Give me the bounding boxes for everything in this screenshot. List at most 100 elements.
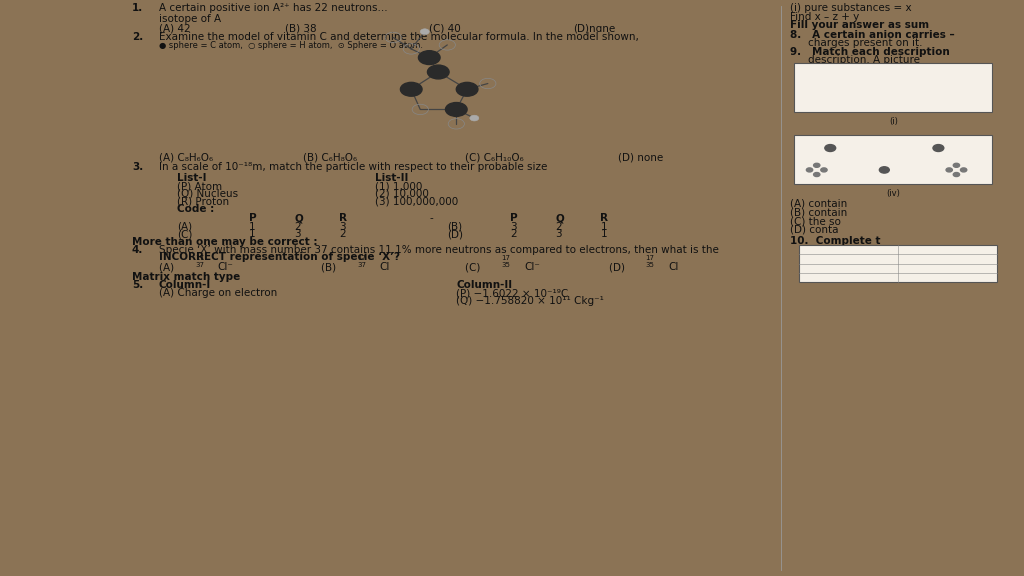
Text: (B): (B)	[447, 222, 463, 232]
Text: List-I: List-I	[177, 173, 207, 183]
Text: Code :: Code :	[177, 204, 214, 214]
Text: 2: 2	[510, 229, 517, 239]
Text: Q: Q	[294, 213, 303, 223]
Text: (1) 1,000: (1) 1,000	[375, 181, 423, 191]
Circle shape	[946, 168, 952, 172]
Text: (i) pure substances = x: (i) pure substances = x	[790, 3, 911, 13]
Circle shape	[470, 115, 479, 121]
Text: (A): (A)	[159, 262, 177, 272]
Text: (R) Proton: (R) Proton	[177, 196, 229, 206]
Text: List-II: List-II	[375, 173, 409, 183]
Text: (D) none: (D) none	[618, 153, 664, 162]
Circle shape	[420, 29, 429, 35]
Text: 9.   Match each description: 9. Match each description	[790, 47, 949, 57]
Text: (Q) Nucleus: (Q) Nucleus	[177, 189, 238, 199]
Text: 17: 17	[645, 255, 654, 260]
Circle shape	[419, 51, 440, 65]
Text: (D) conta: (D) conta	[790, 225, 839, 234]
Text: (D): (D)	[609, 262, 629, 272]
Circle shape	[814, 164, 820, 168]
Text: (A) contain: (A) contain	[790, 199, 847, 209]
Text: (2) 10,000: (2) 10,000	[375, 189, 429, 199]
Bar	[799, 245, 997, 282]
Text: In a scale of 10⁻¹⁸m, match the particle with respect to their probable size: In a scale of 10⁻¹⁸m, match the particle…	[159, 162, 547, 172]
Bar	[795, 63, 992, 112]
Circle shape	[961, 168, 967, 172]
Text: (iv): (iv)	[887, 189, 900, 198]
Text: 1: 1	[600, 222, 607, 232]
Text: (C): (C)	[177, 229, 193, 239]
Text: 10.  Complete t: 10. Complete t	[790, 236, 881, 246]
Text: (P) −1.6022 × 10⁻¹⁹C: (P) −1.6022 × 10⁻¹⁹C	[457, 288, 568, 298]
Text: (C) C₆H₁₀O₆: (C) C₆H₁₀O₆	[465, 153, 524, 162]
Text: 2: 2	[294, 222, 301, 232]
Text: charges present on it.: charges present on it.	[808, 38, 923, 48]
Text: 5.: 5.	[132, 280, 143, 290]
Text: Column-I: Column-I	[159, 280, 211, 290]
Text: 3.: 3.	[132, 162, 143, 172]
Circle shape	[953, 173, 959, 177]
Text: 1.: 1.	[132, 3, 143, 13]
Text: (P) Atom: (P) Atom	[177, 181, 222, 191]
Text: Cl⁻: Cl⁻	[524, 262, 540, 272]
Text: description. A picture: description. A picture	[808, 55, 920, 65]
Text: 17: 17	[357, 255, 367, 260]
Circle shape	[400, 82, 422, 96]
Text: A certain positive ion A²⁺ has 22 neutrons...: A certain positive ion A²⁺ has 22 neutro…	[159, 3, 387, 13]
Text: ● sphere = C atom,  ○ sphere = H atom,  ⊙ Sphere = O atom.: ● sphere = C atom, ○ sphere = H atom, ⊙ …	[159, 41, 423, 51]
Circle shape	[880, 167, 889, 173]
Text: P: P	[510, 213, 518, 223]
Text: 1: 1	[249, 222, 256, 232]
Text: 3: 3	[294, 229, 301, 239]
Text: Fill your answer as sum: Fill your answer as sum	[790, 20, 929, 30]
Text: (B): (B)	[322, 262, 340, 272]
Text: -: -	[429, 213, 433, 223]
Circle shape	[806, 168, 813, 172]
Text: 3: 3	[339, 222, 346, 232]
Text: 1: 1	[600, 229, 607, 239]
Text: 2: 2	[339, 229, 346, 239]
Circle shape	[953, 164, 959, 168]
Text: 17: 17	[502, 255, 510, 260]
Text: Cl: Cl	[380, 262, 390, 272]
Text: R: R	[339, 213, 347, 223]
Text: (D): (D)	[447, 229, 463, 239]
Text: (Q) −1.758820 × 10¹¹ Ckg⁻¹: (Q) −1.758820 × 10¹¹ Ckg⁻¹	[457, 296, 604, 306]
Text: 37: 37	[357, 262, 367, 268]
Text: Find x – z + y: Find x – z + y	[790, 12, 859, 21]
Text: (A) Charge on electron: (A) Charge on electron	[159, 288, 278, 298]
Text: 8.   A certain anion carries –: 8. A certain anion carries –	[790, 30, 954, 40]
Text: Elemen: Elemen	[803, 247, 835, 256]
Circle shape	[445, 103, 467, 116]
Text: Column-II: Column-II	[457, 280, 512, 290]
Text: (C) 40: (C) 40	[429, 23, 461, 33]
Circle shape	[821, 168, 827, 172]
Text: (3) 100,000,000: (3) 100,000,000	[375, 196, 459, 206]
Circle shape	[457, 82, 478, 96]
Text: (D)nɑne: (D)nɑne	[573, 23, 615, 33]
Text: (i): (i)	[889, 117, 898, 126]
Text: Examine the model of vitamin C and determine the molecular formula. In the model: Examine the model of vitamin C and deter…	[159, 32, 639, 41]
Circle shape	[933, 145, 944, 151]
Text: 17: 17	[195, 255, 204, 260]
Text: P: P	[249, 213, 257, 223]
Text: 3: 3	[555, 229, 562, 239]
Text: (A) C₈H₆O₆: (A) C₈H₆O₆	[159, 153, 213, 162]
Text: 35: 35	[502, 262, 510, 268]
Text: (C) the so: (C) the so	[790, 216, 841, 226]
Text: isotope of A: isotope of A	[159, 14, 221, 24]
Text: (A) 42: (A) 42	[159, 23, 190, 33]
Bar	[795, 135, 992, 184]
Circle shape	[825, 145, 836, 151]
Text: 3: 3	[510, 222, 517, 232]
Text: Matrix match type: Matrix match type	[132, 272, 241, 282]
Circle shape	[814, 173, 820, 177]
Text: 2.: 2.	[132, 32, 143, 41]
Text: (B) contain: (B) contain	[790, 207, 847, 217]
Text: R: R	[600, 213, 608, 223]
Text: Specie ‘X’ with mass number 37 contains 11.1% more neutrons as compared to elect: Specie ‘X’ with mass number 37 contains …	[159, 245, 719, 255]
Text: Cl: Cl	[668, 262, 679, 272]
Text: INCORRECT representation of specie ‘X’?: INCORRECT representation of specie ‘X’?	[159, 252, 400, 262]
Text: (B) 38: (B) 38	[285, 23, 316, 33]
Text: Cl⁻: Cl⁻	[217, 262, 233, 272]
